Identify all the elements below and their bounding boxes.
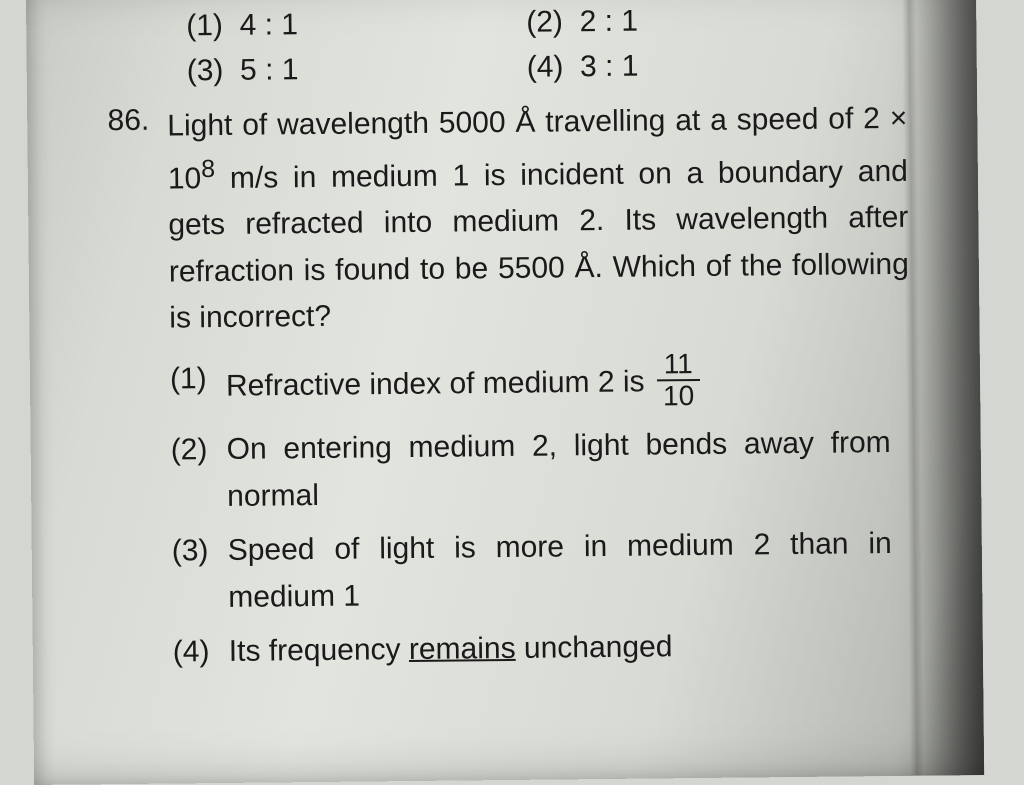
fraction-numerator: 11 xyxy=(657,348,700,381)
option-num: (3) xyxy=(187,54,224,87)
prev-option-3: (3) 5 : 1 xyxy=(187,45,527,94)
answer-1: (1) Refractive index of medium 2 is 1110 xyxy=(170,348,911,419)
answer-2: (2) On entering medium 2, light bends aw… xyxy=(170,420,911,521)
fraction: 1110 xyxy=(657,348,701,412)
option-text: 5 : 1 xyxy=(240,53,299,87)
answer-4: (4) Its frequency remains unchanged xyxy=(173,622,913,676)
question-block: 86. Light of wavelength 5000 Å travellin… xyxy=(97,96,909,343)
fraction-denominator: 10 xyxy=(657,381,700,412)
question-superscript: 8 xyxy=(201,155,215,183)
answer-4-suffix: unchanged xyxy=(515,630,672,665)
answer-num: (1) xyxy=(170,355,227,419)
prev-options-row-2: (3) 5 : 1 (4) 3 : 1 xyxy=(187,41,907,94)
option-text: 4 : 1 xyxy=(239,8,298,42)
question-text-part2: m/s in medium 1 is incident on a boundar… xyxy=(168,154,909,334)
option-text: 2 : 1 xyxy=(579,5,638,39)
question-text: Light of wavelength 5000 Å travelling at… xyxy=(167,96,909,342)
answers-block: (1) Refractive index of medium 2 is 1110… xyxy=(170,348,913,676)
page-right-shadow xyxy=(906,0,984,776)
option-num: (4) xyxy=(527,50,564,83)
answer-text: On entering medium 2, light bends away f… xyxy=(226,420,911,520)
answer-3: (3) Speed of light is more in medium 2 t… xyxy=(172,521,913,622)
page: (1) 4 : 1 (2) 2 : 1 (3) 5 : 1 (4) 3 : 1 … xyxy=(26,0,984,785)
answer-4-underlined: remains xyxy=(409,632,516,666)
answer-1-prefix: Refractive index of medium 2 is xyxy=(226,365,653,402)
answer-4-prefix: Its frequency xyxy=(229,633,409,668)
answer-text: Speed of light is more in medium 2 than … xyxy=(228,521,913,621)
prev-option-4: (4) 3 : 1 xyxy=(526,41,866,90)
answer-text: Its frequency remains unchanged xyxy=(229,622,913,676)
prev-option-2: (2) 2 : 1 xyxy=(526,0,866,45)
option-text: 3 : 1 xyxy=(580,50,639,84)
prev-option-1: (1) 4 : 1 xyxy=(186,0,526,48)
answer-num: (3) xyxy=(172,528,229,622)
answer-text: Refractive index of medium 2 is 1110 xyxy=(226,348,911,419)
question-number: 86. xyxy=(97,104,169,343)
answer-num: (2) xyxy=(170,427,227,521)
answer-num: (4) xyxy=(173,629,229,676)
option-num: (2) xyxy=(526,5,563,38)
option-num: (1) xyxy=(186,9,223,42)
